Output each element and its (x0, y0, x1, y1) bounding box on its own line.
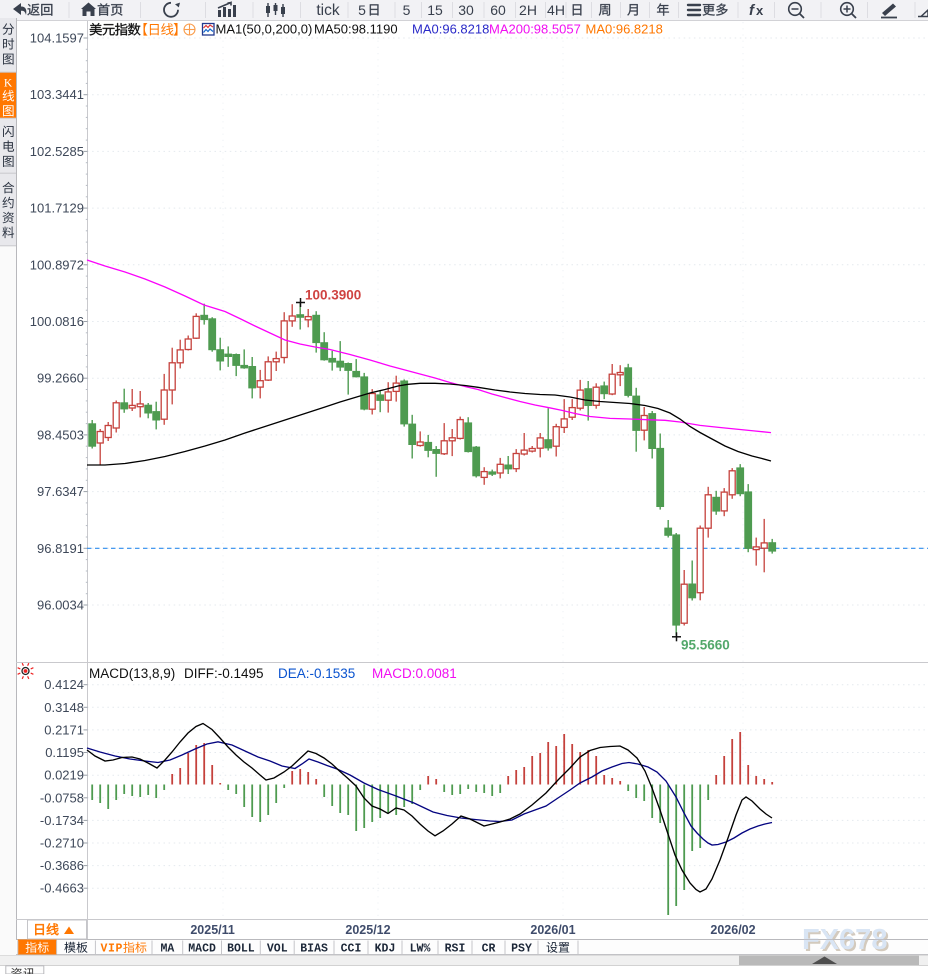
svg-text:0.4124: 0.4124 (44, 677, 84, 692)
svg-text:2026/02: 2026/02 (710, 923, 755, 937)
svg-text:x: x (756, 3, 764, 18)
svg-text:MACD(13,8,9): MACD(13,8,9) (89, 666, 175, 681)
svg-text:f: f (749, 2, 756, 19)
svg-text:DEA:-0.1535: DEA:-0.1535 (278, 666, 355, 681)
svg-text:0.0219: 0.0219 (44, 768, 84, 783)
svg-text:4H: 4H (547, 2, 565, 18)
svg-text:30: 30 (458, 2, 474, 18)
svg-text:60: 60 (490, 2, 506, 18)
svg-text:V: V (100, 943, 107, 956)
svg-text:MA50:98.1190: MA50:98.1190 (314, 22, 398, 37)
svg-text:LW%: LW% (410, 943, 431, 956)
svg-text:MA0:96.8218: MA0:96.8218 (586, 22, 663, 37)
svg-text:99.2660: 99.2660 (37, 371, 84, 386)
svg-text:-0.4663: -0.4663 (40, 881, 84, 896)
svg-text:98.4503: 98.4503 (37, 427, 84, 442)
svg-text:P: P (115, 943, 122, 956)
svg-text:-0.0758: -0.0758 (40, 790, 84, 805)
svg-text:-0.3686: -0.3686 (40, 858, 84, 873)
svg-text:104.1597: 104.1597 (30, 31, 84, 46)
svg-text:2H: 2H (519, 2, 537, 18)
svg-text:96.8191: 96.8191 (37, 541, 84, 556)
svg-text:2025/12: 2025/12 (345, 923, 390, 937)
svg-text:100.3900: 100.3900 (305, 288, 361, 303)
svg-text:101.7129: 101.7129 (30, 201, 84, 216)
svg-text:DIFF:-0.1495: DIFF:-0.1495 (184, 666, 264, 681)
svg-text:5: 5 (403, 2, 411, 18)
svg-text:0.1195: 0.1195 (45, 745, 84, 760)
svg-text:2025/11: 2025/11 (190, 923, 235, 937)
svg-text:102.5285: 102.5285 (30, 144, 84, 159)
svg-text:RSI: RSI (445, 943, 466, 956)
svg-text:-0.2710: -0.2710 (40, 836, 84, 851)
svg-text:96.0034: 96.0034 (37, 598, 84, 613)
svg-text:2026/01: 2026/01 (530, 923, 575, 937)
svg-text:BIAS: BIAS (300, 943, 328, 956)
svg-text:100.0816: 100.0816 (30, 314, 84, 329)
svg-text:95.5660: 95.5660 (681, 638, 730, 653)
svg-text:MA200:98.5057: MA200:98.5057 (489, 22, 581, 37)
svg-text:KDJ: KDJ (375, 943, 396, 956)
svg-text:FX678: FX678 (804, 926, 889, 958)
svg-text:I: I (108, 943, 115, 956)
svg-text:PSY: PSY (511, 943, 532, 956)
svg-text:97.6347: 97.6347 (37, 484, 84, 499)
svg-text:MA0:96.8218: MA0:96.8218 (412, 22, 489, 37)
svg-text:tick: tick (316, 2, 340, 19)
svg-text:MA1(50,0,200,0): MA1(50,0,200,0) (216, 22, 313, 37)
svg-text:MA: MA (160, 943, 174, 956)
svg-text:CCI: CCI (341, 943, 362, 956)
svg-text:103.3441: 103.3441 (30, 87, 84, 102)
svg-text:CR: CR (482, 943, 496, 956)
svg-text:VOL: VOL (267, 943, 288, 956)
svg-text:K: K (4, 78, 13, 90)
svg-text:MACD:0.0081: MACD:0.0081 (372, 666, 457, 681)
svg-text:MACD: MACD (188, 943, 216, 956)
svg-text:5: 5 (358, 2, 366, 18)
svg-text:15: 15 (427, 2, 443, 18)
svg-text:0.2171: 0.2171 (44, 722, 84, 737)
svg-text:BOLL: BOLL (227, 943, 255, 956)
svg-text:0.3148: 0.3148 (44, 700, 84, 715)
svg-text:100.8972: 100.8972 (30, 257, 84, 272)
svg-text:-0.1734: -0.1734 (40, 813, 84, 828)
